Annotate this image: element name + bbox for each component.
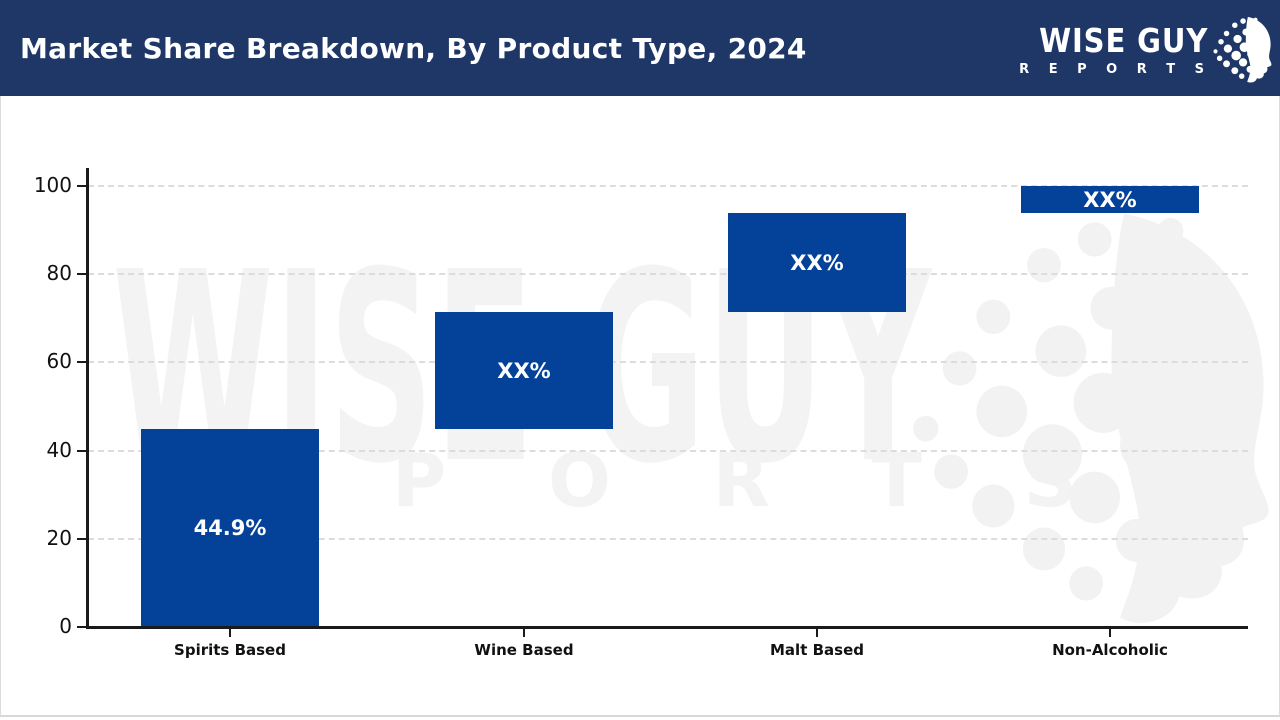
gridline-60 bbox=[88, 361, 1248, 364]
y-tick-mark-20 bbox=[77, 537, 86, 540]
bar-value-label-spirits-based: 44.9% bbox=[193, 515, 267, 540]
dotted-face-icon bbox=[1213, 16, 1272, 83]
gridline-100 bbox=[88, 185, 1248, 187]
y-axis-spine bbox=[86, 168, 89, 629]
watermark-face-icon bbox=[913, 213, 1269, 623]
wise-guy-logo: WISE GUY R E P O R T S bbox=[1019, 7, 1274, 91]
page-title: Market Share Breakdown, By Product Type,… bbox=[20, 31, 807, 65]
y-tick-label-0: 0 bbox=[59, 614, 72, 638]
x-axis-spine bbox=[86, 626, 1248, 629]
page-border-bottom bbox=[0, 715, 1280, 717]
logo-wordmark: WISE GUY bbox=[1038, 21, 1208, 60]
y-tick-mark-40 bbox=[77, 449, 86, 452]
y-tick-label-100: 100 bbox=[33, 173, 72, 197]
bar-wine-based: XX% bbox=[435, 312, 613, 429]
bar-malt-based: XX% bbox=[728, 213, 906, 313]
bar-value-label-non-alcoholic: XX% bbox=[1083, 187, 1137, 212]
x-tick-mark-wine-based bbox=[523, 629, 525, 637]
y-tick-label-60: 60 bbox=[46, 349, 72, 374]
header-bar: Market Share Breakdown, By Product Type,… bbox=[0, 0, 1280, 96]
bar-non-alcoholic: XX% bbox=[1021, 186, 1199, 214]
y-tick-label-40: 40 bbox=[46, 437, 72, 462]
x-tick-label-non-alcoholic: Non-Alcoholic bbox=[1052, 641, 1168, 659]
y-tick-mark-0 bbox=[77, 626, 86, 628]
page-border-left bbox=[0, 96, 1, 716]
bar-spirits-based: 44.9% bbox=[141, 428, 319, 627]
y-tick-mark-80 bbox=[77, 273, 86, 276]
x-tick-label-wine-based: Wine Based bbox=[474, 641, 574, 659]
bar-value-label-malt-based: XX% bbox=[790, 250, 844, 275]
logo-text: WISE GUY R E P O R T S bbox=[1016, 21, 1208, 77]
logo-subtitle: R E P O R T S bbox=[1019, 62, 1212, 77]
gridline-80 bbox=[88, 273, 1248, 276]
y-tick-mark-100 bbox=[77, 185, 86, 187]
x-tick-label-spirits-based: Spirits Based bbox=[174, 641, 286, 659]
bar-value-label-wine-based: XX% bbox=[497, 358, 551, 383]
y-tick-label-80: 80 bbox=[46, 261, 72, 286]
x-tick-label-malt-based: Malt Based bbox=[770, 641, 864, 659]
y-tick-mark-60 bbox=[77, 361, 86, 364]
gridline-20 bbox=[88, 537, 1248, 540]
x-tick-mark-non-alcoholic bbox=[1109, 629, 1111, 637]
gridline-40 bbox=[88, 449, 1248, 452]
x-tick-mark-malt-based bbox=[816, 629, 818, 637]
x-tick-mark-spirits-based bbox=[229, 629, 231, 637]
y-tick-label-20: 20 bbox=[46, 525, 72, 550]
